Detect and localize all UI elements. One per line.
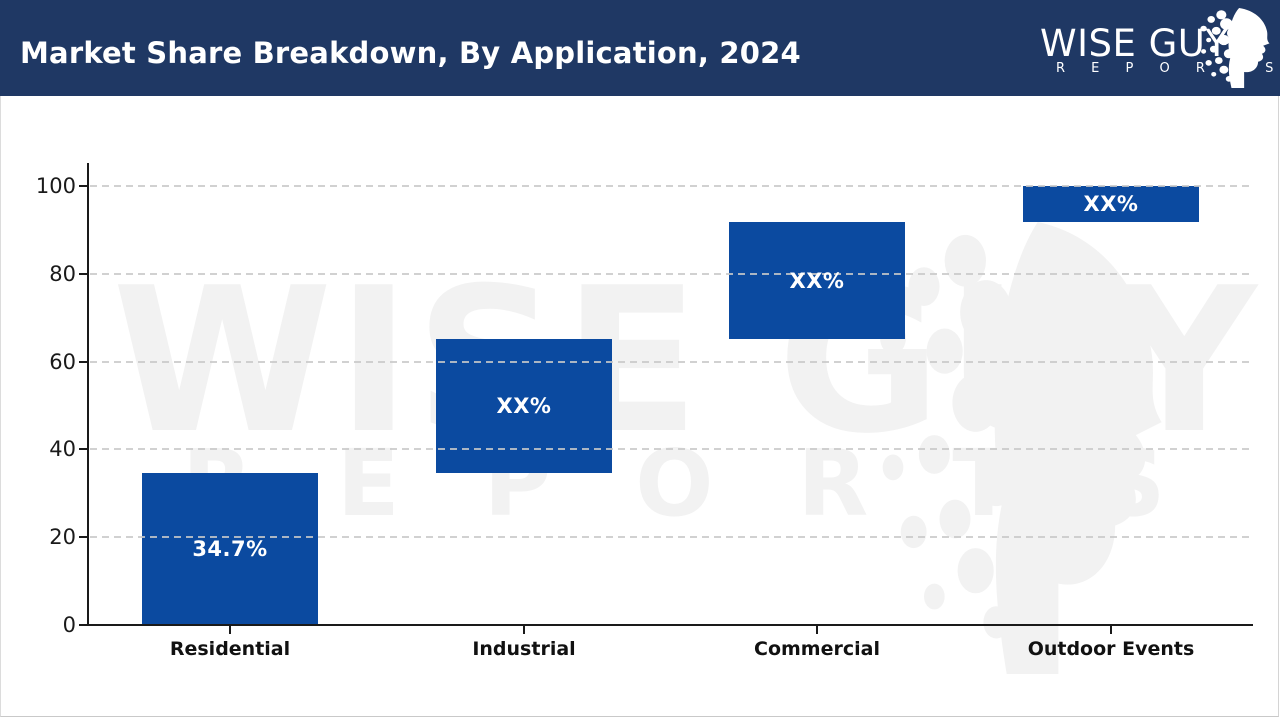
y-tick-label-20: 20	[49, 525, 76, 549]
gridline-100	[90, 185, 1253, 187]
gridline-80	[90, 273, 1253, 275]
bar-label-residential: 34.7%	[192, 537, 268, 561]
y-tick-label-80: 80	[49, 262, 76, 286]
gridline-20	[90, 536, 1253, 538]
category-label-industrial: Industrial	[472, 638, 576, 660]
gridline-40	[90, 448, 1253, 450]
y-tick-100	[79, 185, 88, 187]
y-tick-20	[79, 536, 88, 538]
bar-label-commercial: XX%	[789, 269, 845, 293]
brand-logo-tagline: R E P O R T S	[1056, 61, 1280, 76]
y-tick-80	[79, 273, 88, 275]
y-tick-label-0: 0	[62, 613, 76, 637]
bar-label-outdoor-events: XX%	[1083, 192, 1139, 216]
header-bar: Market Share Breakdown, By Application, …	[0, 0, 1280, 96]
bar-residential	[142, 473, 318, 625]
y-tick-label-40: 40	[49, 437, 76, 461]
bar-label-industrial: XX%	[496, 394, 552, 418]
y-axis-line	[87, 163, 89, 626]
category-label-residential: Residential	[169, 638, 291, 660]
x-tick-residential	[229, 626, 231, 634]
x-tick-commercial	[816, 626, 818, 634]
brand-logo-name: WISE GUY	[1040, 22, 1229, 65]
bar-outdoor-events	[1023, 186, 1199, 222]
gridline-60	[90, 361, 1253, 363]
x-tick-industrial	[523, 626, 525, 634]
x-tick-outdoor-events	[1110, 626, 1112, 634]
y-tick-label-60: 60	[49, 350, 76, 374]
page-title: Market Share Breakdown, By Application, …	[20, 36, 801, 70]
y-tick-0	[79, 624, 88, 626]
brand-logo: WISE GUY R E P O R T S	[1000, 0, 1280, 96]
bar-commercial	[729, 222, 905, 339]
y-tick-60	[79, 361, 88, 363]
wise-guy-head-icon	[1200, 8, 1270, 88]
category-label-commercial: Commercial	[754, 638, 880, 660]
y-tick-label-100: 100	[35, 174, 76, 198]
y-tick-40	[79, 448, 88, 450]
category-label-outdoor-events: Outdoor Events	[1027, 638, 1195, 660]
x-axis-line	[87, 624, 1253, 626]
